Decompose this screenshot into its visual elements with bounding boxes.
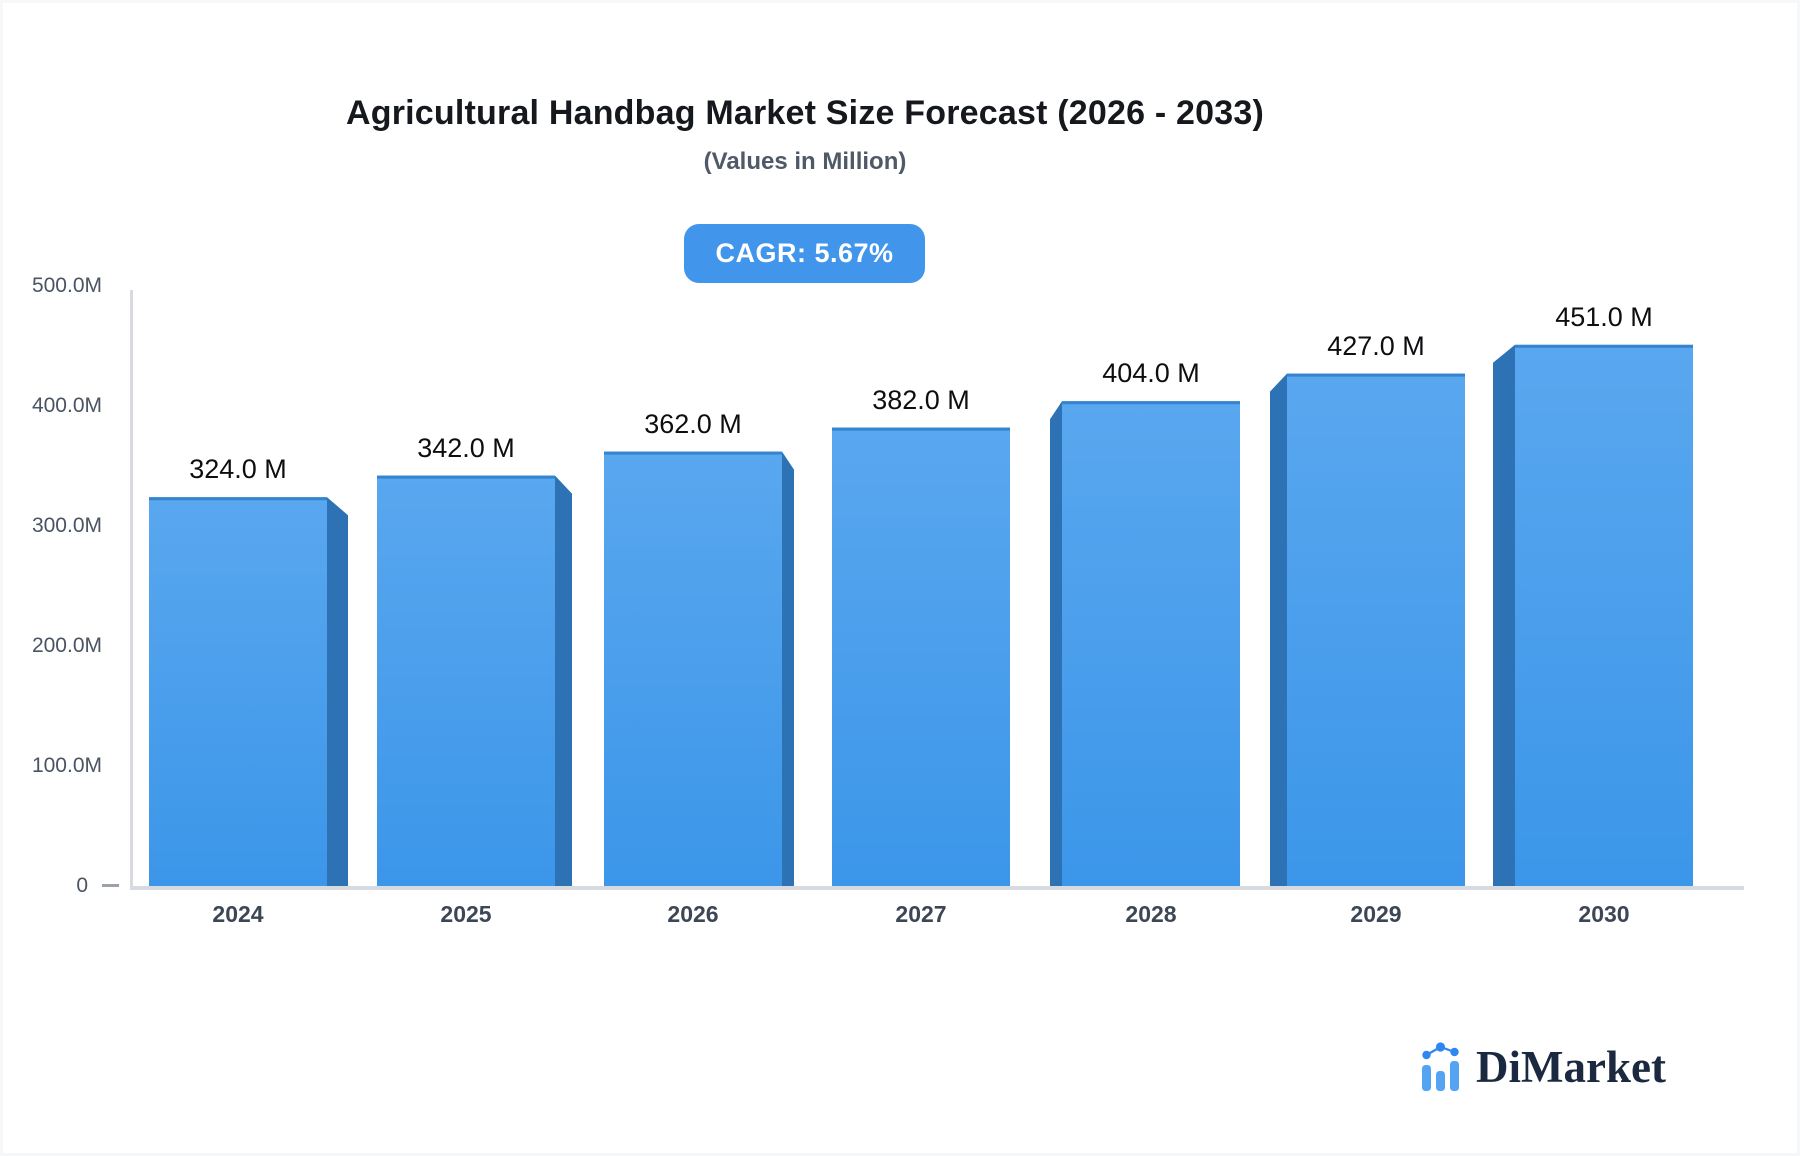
bar-top-edge bbox=[1062, 401, 1240, 405]
bar-value-label: 404.0 M bbox=[1102, 358, 1200, 389]
dimarket-logo-icon bbox=[1422, 1042, 1459, 1091]
y-axis-line bbox=[130, 290, 133, 889]
cagr-badge-label: CAGR: 5.67% bbox=[715, 238, 894, 268]
cagr-badge: CAGR: 5.67% bbox=[684, 224, 925, 283]
y-axis-tick-label: 500.0M bbox=[31, 274, 102, 297]
brand-name: DiMarket bbox=[1476, 1042, 1666, 1092]
bar-side-face bbox=[327, 497, 348, 886]
x-axis-label-2028: 2028 bbox=[1125, 901, 1177, 927]
bar-face bbox=[604, 451, 782, 886]
x-axis-label-2027: 2027 bbox=[895, 901, 947, 927]
y-axis-tick-label: 200.0M bbox=[31, 634, 102, 657]
chart-subtitle: (Values in Million) bbox=[703, 148, 907, 175]
bar-value-label: 342.0 M bbox=[417, 432, 515, 463]
brand-logo: DiMarket bbox=[1421, 1038, 1666, 1092]
bar-top-edge bbox=[832, 427, 1010, 431]
y-axis-tick-label: 400.0M bbox=[31, 394, 102, 417]
bar-top-edge bbox=[1515, 344, 1693, 348]
y-axis-tick-label: 100.0M bbox=[31, 754, 102, 777]
x-axis-label-2024: 2024 bbox=[212, 901, 264, 927]
bar-top-edge bbox=[604, 451, 782, 455]
x-axis-label-2030: 2030 bbox=[1578, 901, 1630, 927]
bar-side-face bbox=[1270, 373, 1287, 887]
bar-top-edge bbox=[377, 475, 555, 479]
bar-value-label: 382.0 M bbox=[872, 384, 970, 415]
bar-face bbox=[832, 427, 1010, 886]
bar-2028 bbox=[1050, 401, 1240, 886]
bar-2025 bbox=[377, 475, 572, 886]
bar-face bbox=[377, 475, 555, 886]
y-axis-tick-label: 0 bbox=[76, 874, 88, 897]
bar-face bbox=[1515, 344, 1693, 886]
bar-2027 bbox=[832, 427, 1010, 886]
zero-tick-mark bbox=[102, 884, 119, 887]
bar-2030 bbox=[1493, 344, 1693, 886]
bar-value-label: 362.0 M bbox=[644, 408, 742, 439]
bar-side-face bbox=[555, 475, 572, 886]
bar-value-label: 427.0 M bbox=[1327, 330, 1425, 361]
x-axis-label-2029: 2029 bbox=[1350, 901, 1402, 927]
bar-side-face bbox=[1493, 344, 1515, 886]
bar-top-edge bbox=[149, 497, 327, 501]
x-axis-label-2025: 2025 bbox=[440, 901, 492, 927]
bar-top-edge bbox=[1287, 373, 1465, 377]
bar-face bbox=[1287, 373, 1465, 887]
x-axis-line bbox=[130, 886, 1744, 890]
bar-face bbox=[149, 497, 327, 886]
bar-face bbox=[1062, 401, 1240, 886]
x-axis-label-2026: 2026 bbox=[667, 901, 719, 927]
bar-side-face bbox=[1050, 401, 1062, 886]
bar-value-label: 451.0 M bbox=[1555, 301, 1653, 332]
y-axis-tick-label: 300.0M bbox=[31, 514, 102, 537]
bar-2024 bbox=[149, 497, 348, 886]
chart-title: Agricultural Handbag Market Size Forecas… bbox=[346, 94, 1264, 132]
bar-2029 bbox=[1270, 373, 1465, 887]
bar-2026 bbox=[604, 451, 794, 886]
bar-value-label: 324.0 M bbox=[189, 454, 287, 485]
bar-side-face bbox=[782, 451, 794, 886]
